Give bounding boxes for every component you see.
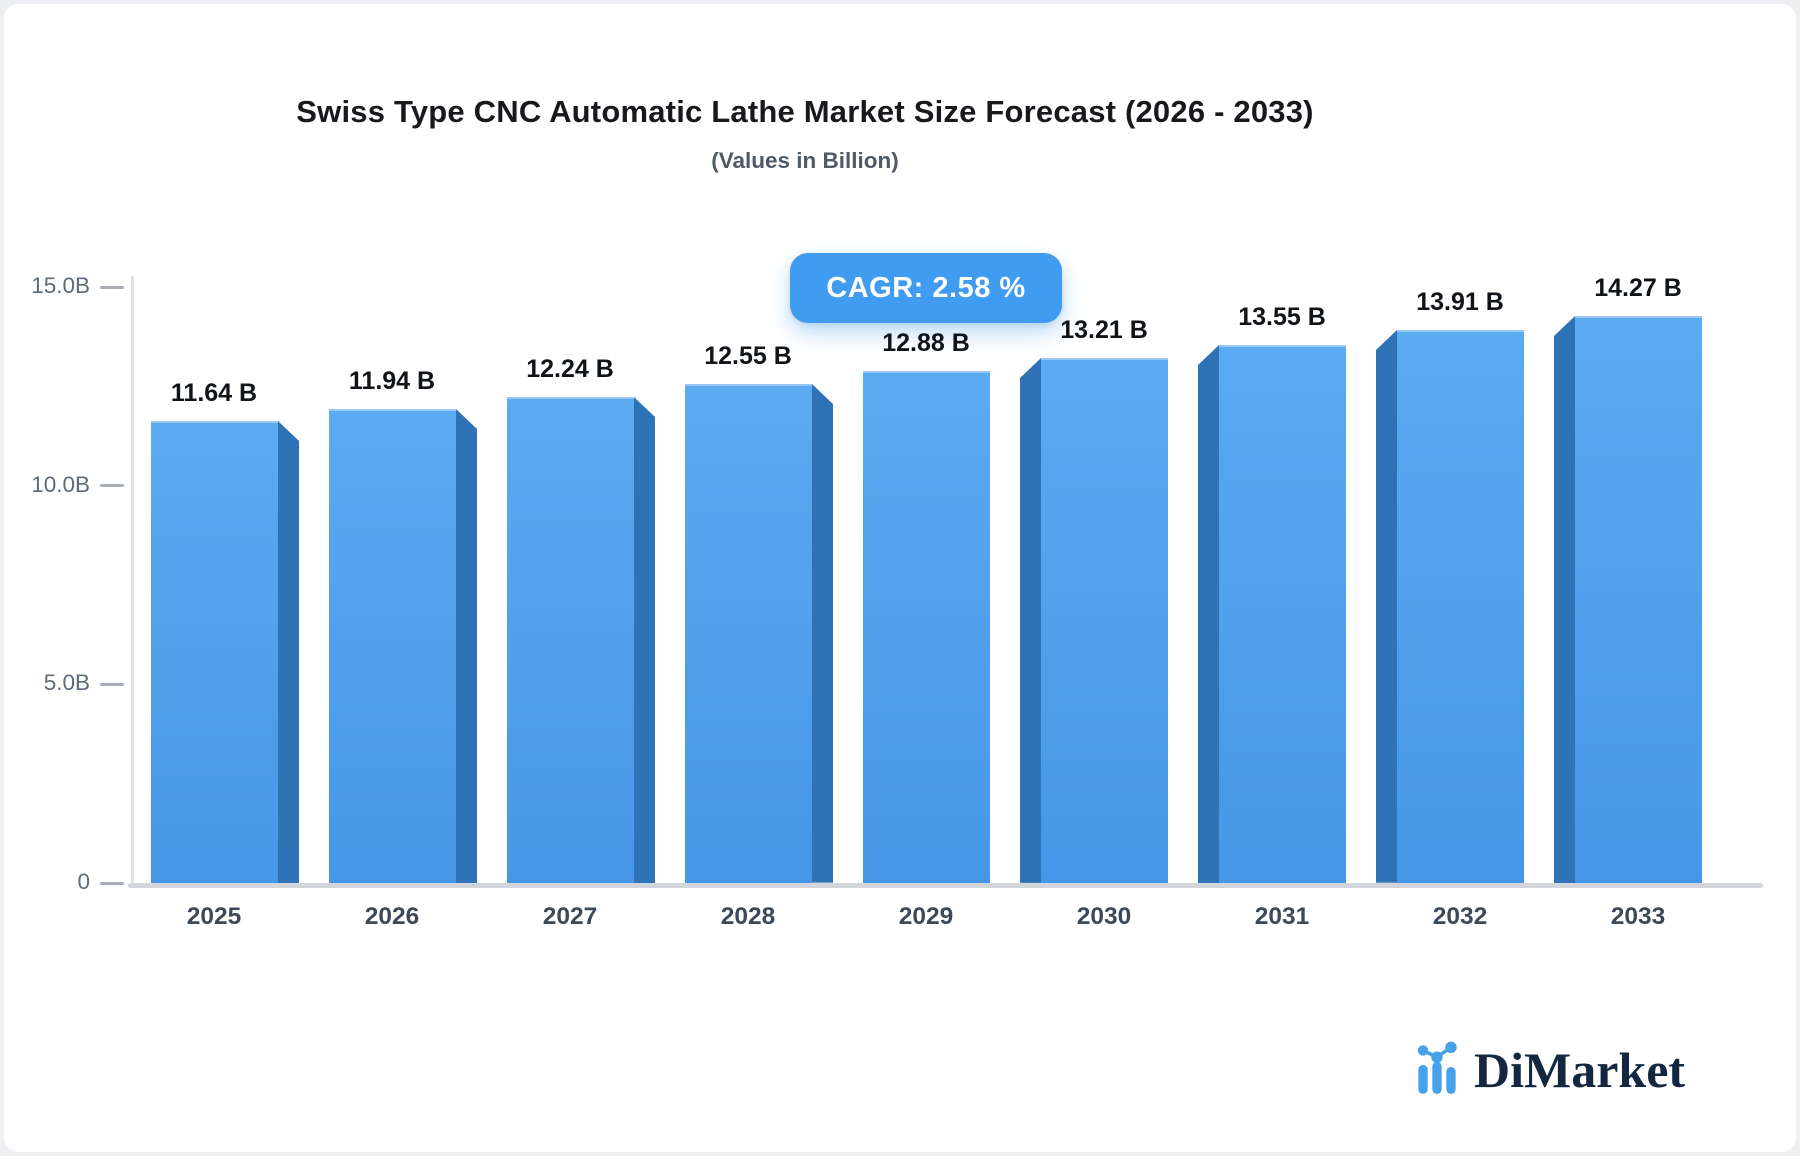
y-tick-label: 15.0B	[31, 273, 90, 298]
y-tick-label: 10.0B	[31, 471, 90, 497]
bar-value-label: 11.64 B	[170, 378, 258, 407]
brand-logo: DiMarket	[1412, 1038, 1685, 1101]
bar-side-face	[1197, 344, 1219, 883]
y-tick-mark	[100, 285, 124, 289]
y-tick-mark	[100, 682, 124, 686]
y-tick-label: 5.0B	[43, 670, 90, 696]
x-tick-label: 2029	[898, 903, 954, 930]
page-title: Swiss Type CNC Automatic Lathe Market Si…	[296, 94, 1314, 129]
bar-side-face	[277, 420, 299, 883]
x-tick-label: 2028	[720, 903, 776, 930]
x-tick-label: 2033	[1610, 903, 1666, 930]
x-tick-label: 2032	[1432, 903, 1488, 930]
bar-side-face	[1019, 358, 1041, 883]
bar	[684, 384, 812, 883]
x-tick-label: 2025	[186, 903, 242, 930]
bar	[328, 408, 456, 883]
bar	[862, 371, 990, 883]
x-axis-line	[128, 883, 1763, 888]
bar-line-chart-icon	[1412, 1038, 1462, 1101]
x-tick-label: 2027	[542, 903, 598, 930]
bar-value-label: 12.55 B	[704, 342, 792, 371]
bar	[506, 396, 634, 883]
bar-side-face	[455, 408, 477, 883]
cagr-badge-label: CAGR: 2.58 %	[826, 271, 1026, 304]
bar	[1574, 316, 1702, 883]
y-axis-line	[131, 276, 134, 887]
bar-value-label: 13.55 B	[1238, 302, 1326, 331]
bar-value-label: 14.27 B	[1594, 274, 1682, 302]
bar	[1040, 358, 1168, 883]
bar-value-label: 12.24 B	[526, 354, 614, 383]
brand-name: DiMarket	[1474, 1041, 1686, 1098]
y-tick-mark	[100, 881, 124, 885]
y-tick-label: 0	[77, 869, 90, 894]
bar-side-face	[1375, 330, 1397, 883]
bar-value-label: 11.94 B	[348, 366, 436, 395]
bar-value-label: 13.21 B	[1060, 316, 1148, 345]
bar	[1396, 330, 1524, 883]
x-tick-label: 2031	[1254, 903, 1310, 930]
cagr-badge: CAGR: 2.58 %	[790, 253, 1062, 323]
bar-side-face	[633, 396, 655, 883]
bar-value-label: 12.88 B	[882, 329, 970, 358]
page-subtitle: (Values in Billion)	[711, 148, 899, 173]
bar-side-face	[1553, 316, 1575, 883]
bar-side-face	[811, 384, 833, 883]
x-tick-label: 2026	[364, 903, 420, 930]
x-tick-label: 2030	[1076, 903, 1132, 930]
y-tick-mark	[100, 484, 124, 488]
bar	[1218, 344, 1346, 883]
bar	[150, 420, 278, 883]
bar-value-label: 13.91 B	[1416, 288, 1504, 317]
